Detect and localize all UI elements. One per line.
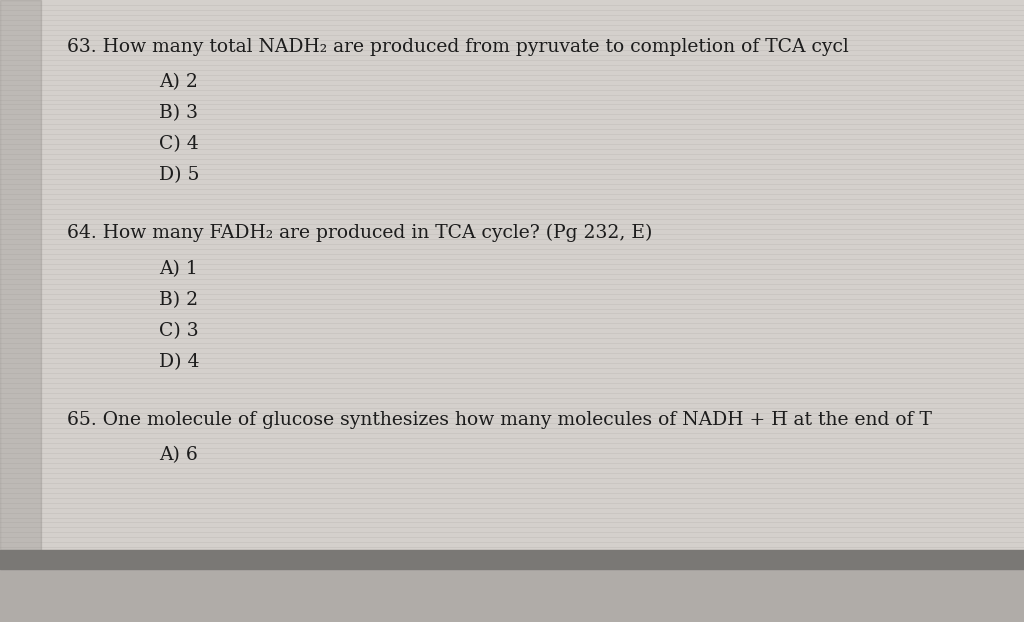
- Text: B) 2: B) 2: [159, 291, 198, 309]
- Text: A) 1: A) 1: [159, 260, 198, 277]
- Text: A) 2: A) 2: [159, 73, 198, 91]
- Text: C) 3: C) 3: [159, 322, 199, 340]
- Text: 64. How many FADH₂ are produced in TCA cycle? (Pg 232, E): 64. How many FADH₂ are produced in TCA c…: [67, 224, 652, 243]
- Bar: [0, 569, 1024, 622]
- Text: 65. One molecule of glucose synthesizes how many molecules of NADH + H̅ at the e: 65. One molecule of glucose synthesizes …: [67, 411, 932, 429]
- Text: D) 4: D) 4: [159, 353, 200, 371]
- Bar: [0, 0, 41, 622]
- Text: C) 4: C) 4: [159, 136, 199, 153]
- Text: 63. How many total NADH₂ are produced from pyruvate to completion of TCA cycl: 63. How many total NADH₂ are produced fr…: [67, 38, 848, 55]
- Bar: [0, 550, 1024, 569]
- Text: D) 5: D) 5: [159, 167, 200, 184]
- Text: B) 3: B) 3: [159, 104, 198, 122]
- Text: A) 6: A) 6: [159, 447, 198, 464]
